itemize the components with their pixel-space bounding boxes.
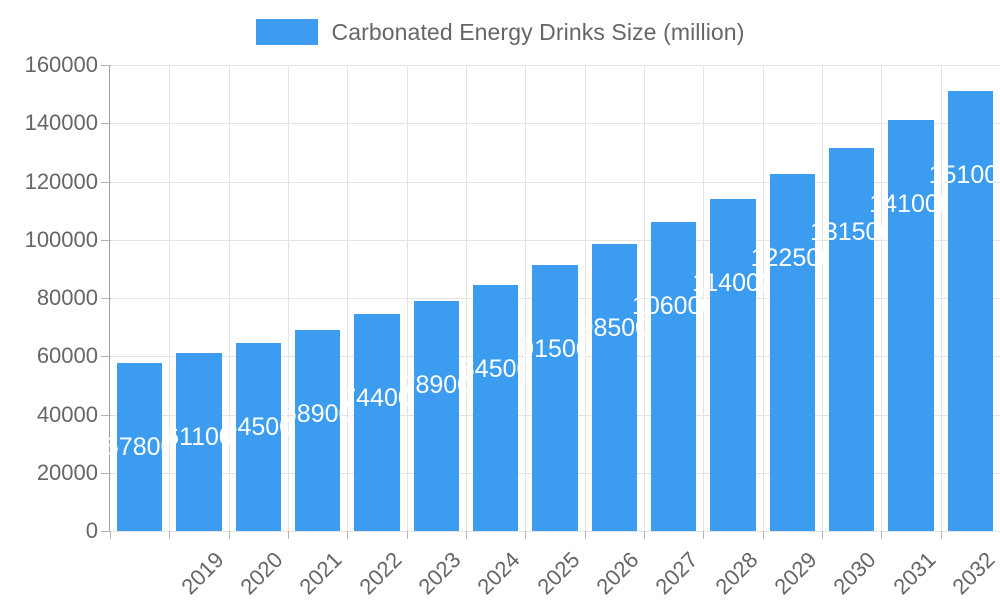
gridline-vertical (288, 65, 289, 531)
y-axis-tick-label: 100000 (24, 226, 98, 252)
y-axis-tick-label: 140000 (24, 110, 98, 136)
gridline-horizontal (110, 65, 1000, 66)
y-axis-tick-label: 20000 (36, 459, 98, 485)
x-axis-tick-label: 2021 (294, 547, 347, 600)
gridline-vertical (881, 65, 882, 531)
bar[interactable] (710, 198, 756, 531)
x-axis-tick-mark (466, 531, 467, 539)
x-axis-tick-mark (229, 531, 230, 539)
x-axis-tick-label: 2019 (175, 547, 229, 600)
y-axis-tick-mark (101, 181, 111, 183)
y-axis-tick-label: 40000 (36, 401, 98, 427)
x-axis-tick-mark (644, 531, 645, 539)
gridline-vertical (941, 65, 942, 531)
x-axis-tick-label: 2032 (947, 547, 1000, 600)
y-axis-tick-label: 0 (85, 518, 98, 543)
x-axis-tick-label: 2029 (769, 547, 822, 600)
bar[interactable] (947, 91, 993, 531)
x-axis-tick-label: 2024 (472, 547, 525, 600)
gridline-vertical (525, 65, 526, 531)
x-axis-tick-mark (110, 531, 111, 539)
gridline-vertical (347, 65, 348, 531)
y-axis-tick-label: 160000 (24, 52, 98, 77)
gridline-vertical (822, 65, 823, 531)
x-axis-tick-mark (407, 531, 408, 539)
bar[interactable] (651, 222, 697, 531)
y-axis-tick-mark (101, 356, 111, 358)
legend-label: Carbonated Energy Drinks Size (million) (331, 18, 745, 45)
plot-area: 57800 61100 64500 68900 74400 78900 84500 91500… (105, 65, 1000, 599)
gridline-vertical (644, 65, 645, 531)
bar[interactable] (769, 174, 815, 531)
y-axis-tick-mark (101, 123, 111, 125)
x-axis-tick-label: 2023 (413, 547, 466, 600)
bar[interactable] (473, 284, 519, 531)
x-axis-tick-label: 2022 (353, 547, 407, 600)
bar[interactable] (888, 120, 934, 531)
bar[interactable] (235, 343, 281, 531)
gridline-vertical (169, 65, 170, 531)
y-axis-tick-mark (101, 65, 111, 66)
x-axis-tick-label: 2025 (531, 547, 585, 600)
gridline-vertical (229, 65, 230, 531)
y-axis-tick-mark (101, 472, 111, 474)
gridline-horizontal (110, 181, 1000, 183)
gridline-horizontal (110, 123, 1000, 125)
bar[interactable] (829, 148, 875, 531)
y-axis-tick-mark (101, 531, 111, 532)
x-axis-tick-label: 2020 (235, 547, 288, 600)
gridline-horizontal (110, 239, 1000, 241)
gridline-vertical (763, 65, 764, 531)
y-axis-tick-mark (101, 414, 111, 416)
x-axis-tick-label: 2031 (887, 547, 941, 600)
x-axis-tick-mark (347, 531, 348, 539)
x-axis-tick-mark (288, 531, 289, 539)
x-axis-tick-mark (941, 531, 942, 539)
x-axis-tick-label: 2026 (591, 547, 644, 600)
x-axis-tick-label: 2030 (828, 547, 881, 600)
x-axis-tick-mark (525, 531, 526, 539)
y-axis-tick-label: 80000 (36, 285, 98, 310)
chart-legend: Carbonated Energy Drinks Size (million) (0, 10, 1000, 54)
x-axis-tick-mark (703, 531, 704, 539)
bar[interactable] (354, 314, 400, 531)
bar[interactable] (591, 244, 637, 531)
x-axis-tick-mark (169, 531, 170, 539)
gridline-vertical (407, 65, 408, 531)
legend-color-swatch (255, 19, 318, 45)
bar[interactable] (117, 362, 163, 531)
x-axis-tick-mark (585, 531, 586, 539)
y-axis-tick-mark (101, 298, 111, 299)
gridline-vertical (703, 65, 704, 531)
y-axis-tick-label: 60000 (36, 343, 98, 369)
bar[interactable] (413, 301, 459, 531)
x-axis-tick-mark (763, 531, 764, 539)
gridline-horizontal (110, 531, 1000, 532)
x-axis-tick-mark (881, 531, 882, 539)
x-axis-tick-mark (822, 531, 823, 539)
x-axis-tick-label: 2028 (709, 547, 763, 600)
y-axis-tick-mark (101, 239, 111, 241)
gridline-vertical (466, 65, 467, 531)
gridline-vertical (585, 65, 586, 531)
y-axis-tick-label: 120000 (24, 168, 98, 194)
bar[interactable] (295, 330, 341, 531)
bar[interactable] (532, 264, 578, 531)
bar[interactable] (176, 353, 222, 531)
x-axis-tick-label: 2027 (650, 547, 703, 600)
